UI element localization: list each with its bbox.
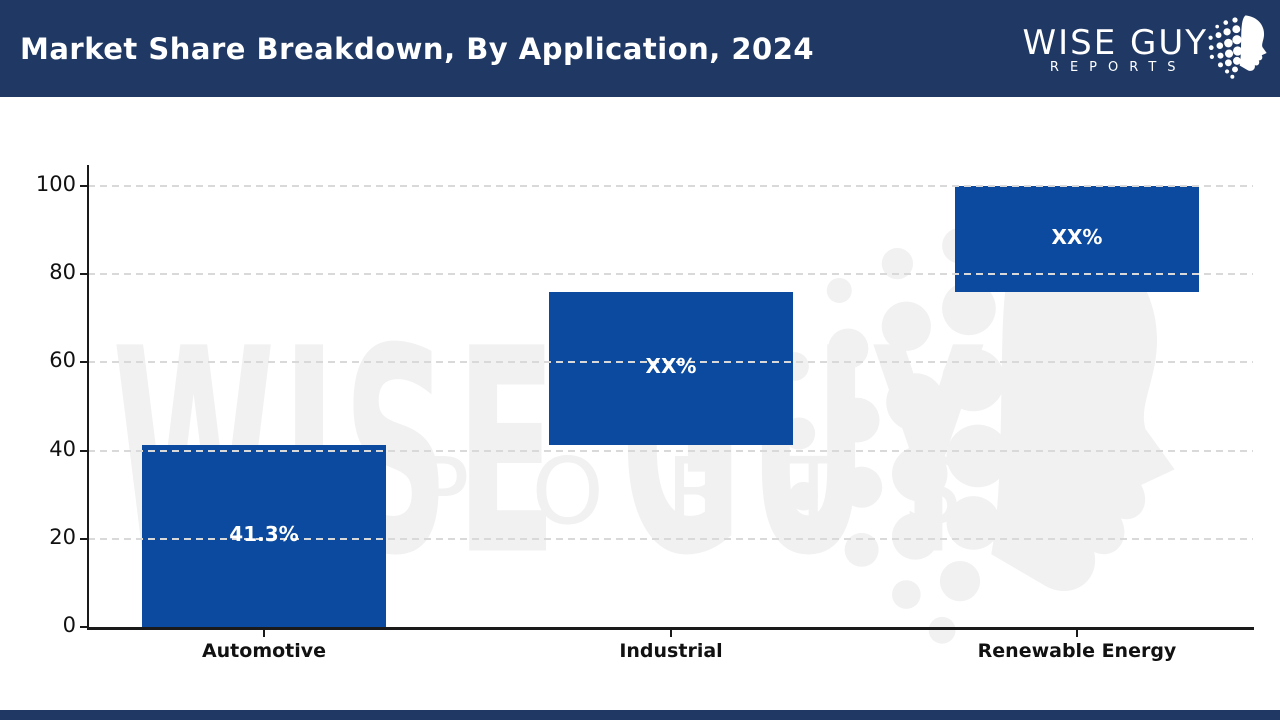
y-tick-label-100: 100 — [35, 172, 76, 196]
page-title: Market Share Breakdown, By Application, … — [20, 31, 815, 66]
y-tick-40 — [80, 449, 88, 452]
bar-value-label: XX% — [645, 354, 697, 379]
gridline-80 — [88, 273, 1253, 276]
x-tick-2 — [1076, 630, 1078, 637]
y-tick-60 — [80, 361, 88, 364]
y-tick-80 — [80, 273, 88, 276]
x-axis-label-renewable-energy: Renewable Energy — [977, 640, 1177, 662]
y-tick-100 — [80, 185, 88, 187]
y-tick-20 — [80, 537, 88, 540]
gridline-40 — [88, 449, 1253, 452]
logo-text: WISE GUY REPORTS — [1022, 23, 1208, 75]
x-axis-label-automotive: Automotive — [201, 640, 327, 662]
logo-face-icon — [1202, 10, 1268, 88]
bar-industrial — [549, 291, 793, 445]
y-tick-label-20: 20 — [49, 524, 76, 549]
y-axis-line — [87, 165, 89, 630]
logo-reports-text: REPORTS — [1049, 60, 1187, 75]
logo-wordmark: WISE GUY — [1022, 23, 1208, 63]
y-tick-label-80: 80 — [49, 260, 76, 285]
bar-value-label: 41.3% — [229, 521, 299, 546]
gridline-60 — [88, 361, 1253, 364]
y-tick-label-60: 60 — [49, 348, 76, 373]
x-tick-1 — [670, 630, 672, 637]
gridline-20 — [88, 537, 1253, 540]
bar-value-label: XX% — [1051, 224, 1103, 249]
x-tick-0 — [263, 630, 265, 637]
gridline-100 — [88, 185, 1253, 187]
y-tick-0 — [80, 626, 88, 628]
wise-guy-reports-logo: WISE GUY REPORTS — [1022, 8, 1268, 90]
y-tick-label-0: 0 — [62, 613, 76, 637]
x-axis-label-industrial: Industrial — [619, 640, 723, 662]
y-tick-label-40: 40 — [49, 436, 76, 461]
bar-automotive — [142, 444, 386, 627]
footer-bar — [0, 710, 1280, 720]
header-bar: Market Share Breakdown, By Application, … — [0, 0, 1280, 97]
x-axis-line — [87, 627, 1254, 630]
